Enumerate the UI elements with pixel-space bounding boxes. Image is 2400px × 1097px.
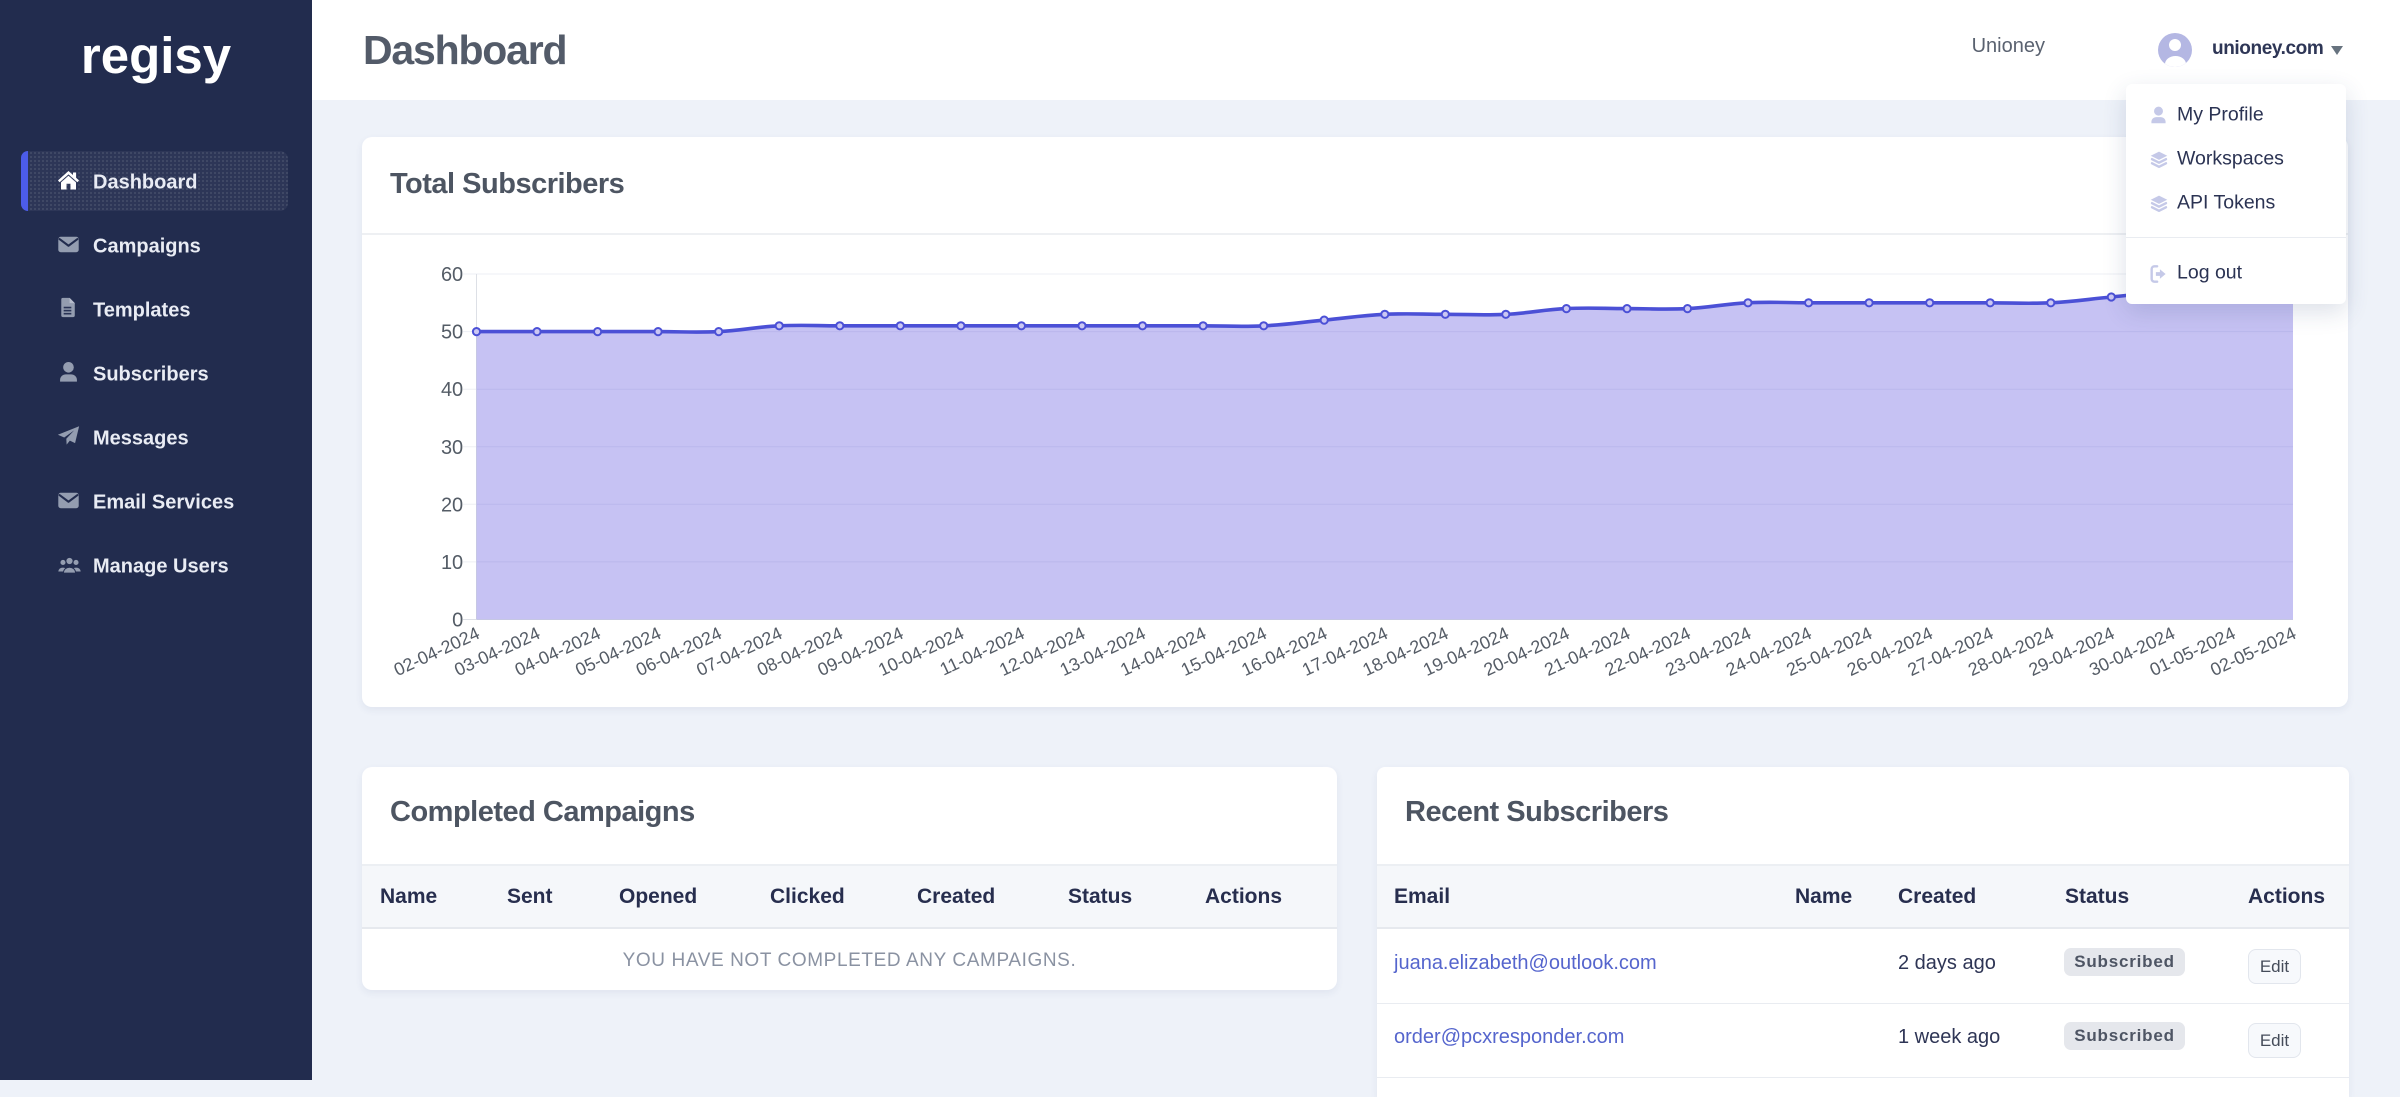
svg-text:40: 40 xyxy=(441,379,463,401)
svg-text:10: 10 xyxy=(441,552,463,574)
svg-text:0: 0 xyxy=(452,610,463,632)
svg-text:50: 50 xyxy=(441,322,463,344)
svg-text:60: 60 xyxy=(441,264,463,286)
svg-text:30: 30 xyxy=(441,437,463,459)
svg-text:20: 20 xyxy=(441,494,463,516)
